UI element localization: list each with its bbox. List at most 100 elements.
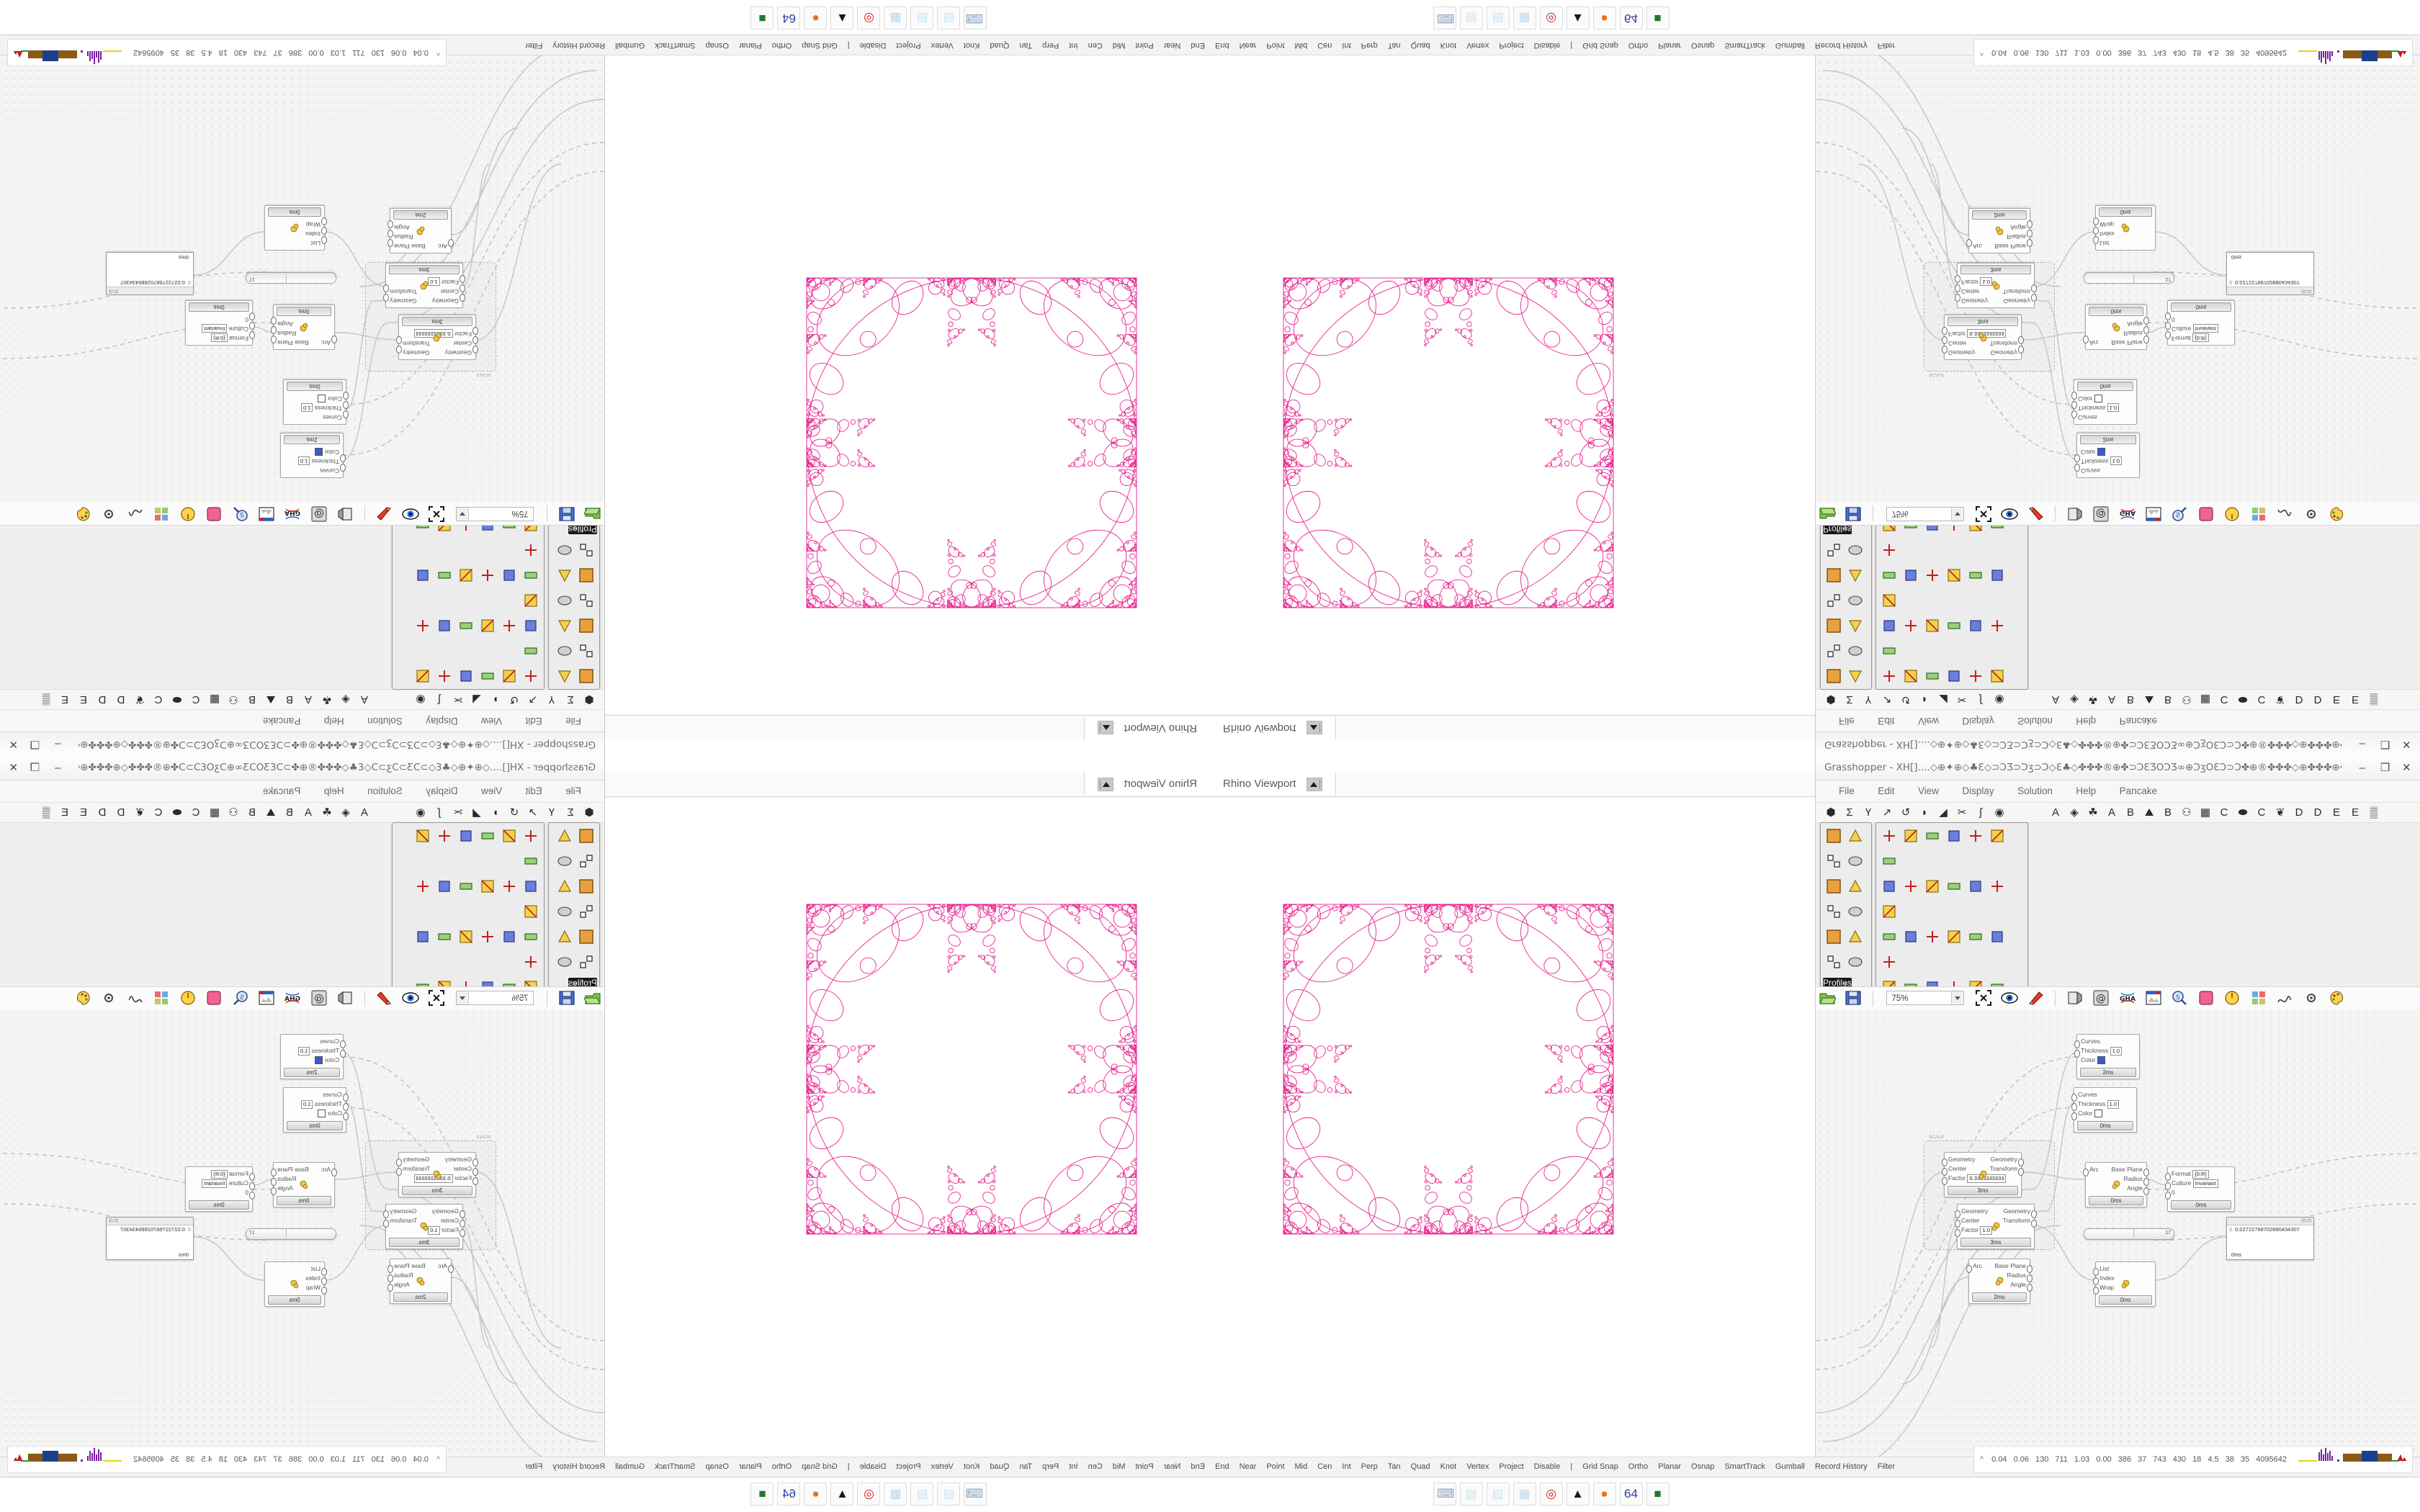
grasshopper-ribbon-tabs[interactable]: ⬢ΣҮ↗↺◗◢✂ʃ◉A◈☘AB⛰B⚇▦C⬬C❦DDEE▒ bbox=[0, 803, 604, 823]
ribbon-tab-left-9[interactable]: ◉ bbox=[416, 693, 426, 706]
output-port[interactable] bbox=[383, 1220, 389, 1228]
output-port[interactable] bbox=[2031, 1210, 2037, 1218]
palette-profiles[interactable]: Profiles + bbox=[1820, 520, 1872, 690]
palette-tool-button[interactable] bbox=[520, 850, 542, 872]
mode-ortho[interactable]: Ortho bbox=[771, 41, 792, 50]
ribbon-tab-left-2[interactable]: Ү bbox=[548, 806, 555, 819]
ribbon-tab-right-7[interactable]: ⚇ bbox=[228, 806, 238, 819]
scribble-icon[interactable] bbox=[125, 989, 144, 1008]
document-preview-icon[interactable] bbox=[335, 989, 354, 1008]
gh-panel[interactable]: (0,0)00.02722768702880434307 0ms bbox=[106, 252, 194, 295]
ribbon-tab-right-9[interactable]: C bbox=[2220, 806, 2228, 819]
component-value[interactable]: 1.0 bbox=[297, 1046, 310, 1056]
palette-tool-button[interactable] bbox=[1845, 665, 1866, 687]
palette-tool-button[interactable] bbox=[575, 615, 597, 636]
input-port[interactable] bbox=[340, 1040, 346, 1048]
palette-tool-button[interactable] bbox=[1943, 926, 1965, 948]
component-value[interactable]: 1.0 bbox=[1980, 1225, 1992, 1235]
rhino-app-icon[interactable]: ◎ bbox=[1540, 1482, 1563, 1506]
menu-item-display[interactable]: Display bbox=[1962, 716, 1994, 726]
menu-item-pancake[interactable]: Pancake bbox=[262, 786, 301, 796]
palette-tool-button[interactable] bbox=[477, 876, 498, 897]
input-port[interactable] bbox=[321, 236, 327, 244]
input-port[interactable] bbox=[2071, 401, 2077, 409]
grasshopper-ribbon-tabs[interactable]: ⬢ΣҮ↗↺◗◢✂ʃ◉A◈☘AB⛰B⚇▦C⬬C❦DDEE▒ bbox=[0, 689, 604, 709]
palette-tool-button[interactable] bbox=[1922, 926, 1943, 948]
osnap-near[interactable]: Near bbox=[1163, 1462, 1181, 1471]
component-value[interactable]: 1.0 bbox=[2110, 1046, 2123, 1056]
component-value[interactable]: {0:R} bbox=[211, 1169, 228, 1179]
profiler-icon[interactable] bbox=[2223, 504, 2242, 523]
rhino-app-icon[interactable]: ◎ bbox=[857, 1482, 880, 1506]
ribbon-tab-right-11[interactable]: C bbox=[2257, 693, 2266, 706]
mode-smarttrack[interactable]: SmartTrack bbox=[655, 41, 696, 50]
input-port[interactable] bbox=[472, 1168, 478, 1176]
minimize-button[interactable]: – bbox=[49, 738, 61, 750]
calculator-app-icon[interactable]: ▦ bbox=[1513, 1482, 1536, 1506]
palette-tool-button[interactable] bbox=[575, 539, 597, 561]
ribbon-tab-left-5[interactable]: ◗ bbox=[492, 806, 499, 819]
desktop-taskbar[interactable]: ⌨ ▤ ▤ ▦ ◎ ▲ ● 64 ■ bbox=[1210, 0, 2420, 35]
palette-icon[interactable] bbox=[73, 504, 91, 523]
gh-number-slider[interactable]: 17 bbox=[2084, 272, 2174, 284]
chevron-up-icon[interactable]: ^ bbox=[1979, 1455, 1984, 1464]
ribbon-tab-left-0[interactable]: ⬢ bbox=[584, 693, 594, 706]
output-port[interactable] bbox=[387, 239, 393, 247]
osnap-tan[interactable]: Tan bbox=[1387, 1462, 1401, 1471]
osnap-disable[interactable]: Disable bbox=[1533, 41, 1561, 50]
ribbon-tab-left-1[interactable]: Σ bbox=[567, 806, 574, 819]
osnap-knot[interactable]: Knot bbox=[963, 1462, 980, 1471]
input-port[interactable] bbox=[460, 1220, 465, 1228]
palette-tool-button[interactable] bbox=[1943, 665, 1965, 687]
terminal-app-icon[interactable]: ⌨ bbox=[964, 6, 987, 30]
input-port[interactable] bbox=[2093, 1268, 2099, 1276]
palette-tool-button[interactable] bbox=[434, 615, 455, 636]
text-editor-2-icon[interactable]: ▤ bbox=[910, 1482, 933, 1506]
ribbon-tab-right-0[interactable]: A bbox=[2051, 693, 2059, 706]
palette-tool-button[interactable] bbox=[1823, 825, 1845, 847]
slider-handle[interactable] bbox=[285, 274, 336, 283]
mode-ortho[interactable]: Ortho bbox=[771, 1462, 792, 1471]
grasshopper-title-bar[interactable]: Grasshopper - XH[]....◇⊕✦⊕◇♣Ɛ◇⊃ƆӠ⊃Ɔӡ⊃Ɔ◇Ɛ… bbox=[0, 732, 604, 756]
grasshopper-app-icon[interactable]: ▲ bbox=[830, 1482, 853, 1506]
firefox-app-icon[interactable]: ● bbox=[1593, 1482, 1616, 1506]
ribbon-tab-left-1[interactable]: Σ bbox=[1846, 693, 1853, 706]
zoom-extents-icon[interactable] bbox=[426, 504, 445, 523]
palette-tool-button[interactable] bbox=[1965, 615, 1986, 636]
viewport-menu-caret-icon[interactable] bbox=[1306, 721, 1322, 735]
mode-gumball[interactable]: Gumball bbox=[1775, 41, 1805, 50]
output-port[interactable] bbox=[271, 1187, 277, 1195]
osnap-vertex[interactable]: Vertex bbox=[1466, 41, 1489, 50]
input-port[interactable] bbox=[1942, 346, 1948, 354]
grasshopper-title-bar[interactable]: Grasshopper - XH[]....◇⊕✦⊕◇♣Ɛ◇⊃ƆӠ⊃Ɔӡ⊃Ɔ◇Ɛ… bbox=[1816, 732, 2420, 756]
input-port[interactable] bbox=[2165, 322, 2171, 330]
ribbon-tab-right-3[interactable]: A bbox=[305, 693, 313, 706]
rhino-viewport-panel[interactable]: Rhino Viewport bbox=[1210, 35, 1816, 740]
input-port[interactable] bbox=[249, 1192, 255, 1200]
at-sign-icon[interactable]: @ bbox=[2092, 504, 2111, 523]
input-port[interactable] bbox=[1942, 1158, 1948, 1166]
output-port[interactable] bbox=[2031, 294, 2037, 302]
ribbon-tab-left-5[interactable]: ◗ bbox=[492, 693, 499, 706]
palette-tool-button[interactable] bbox=[520, 564, 542, 586]
osnap-end[interactable]: End bbox=[1191, 1462, 1205, 1471]
osnap-end[interactable]: End bbox=[1215, 41, 1229, 50]
slider-handle[interactable] bbox=[2084, 274, 2135, 283]
settings-icon[interactable] bbox=[99, 989, 117, 1008]
palette-tool-button[interactable] bbox=[477, 665, 498, 687]
palette-tool-button[interactable] bbox=[520, 876, 542, 897]
ribbon-tab-right-3[interactable]: A bbox=[2107, 693, 2115, 706]
gha-assembly-icon[interactable]: GHA bbox=[2119, 989, 2138, 1008]
ribbon-tab-right-2[interactable]: ☘ bbox=[2088, 693, 2098, 706]
input-port[interactable] bbox=[321, 1287, 327, 1295]
palette-tool-button[interactable] bbox=[1965, 564, 1986, 586]
mode-osnap[interactable]: Osnap bbox=[1691, 1462, 1715, 1471]
mode-record-history[interactable]: Record History bbox=[552, 41, 606, 50]
output-port[interactable] bbox=[396, 1158, 402, 1166]
output-port[interactable] bbox=[396, 1168, 402, 1176]
grasshopper-canvas[interactable]: SCALE Curves Thickness 1.0 Color 2ms bbox=[1816, 1009, 2420, 1475]
palette-tool-button[interactable] bbox=[1823, 901, 1845, 922]
settings-icon[interactable] bbox=[99, 504, 117, 523]
input-port[interactable] bbox=[340, 454, 346, 462]
quadrant-bottom-right[interactable]: Rhino Viewport Grasshopper - XH[]....◇⊕✦… bbox=[1210, 756, 2420, 1512]
